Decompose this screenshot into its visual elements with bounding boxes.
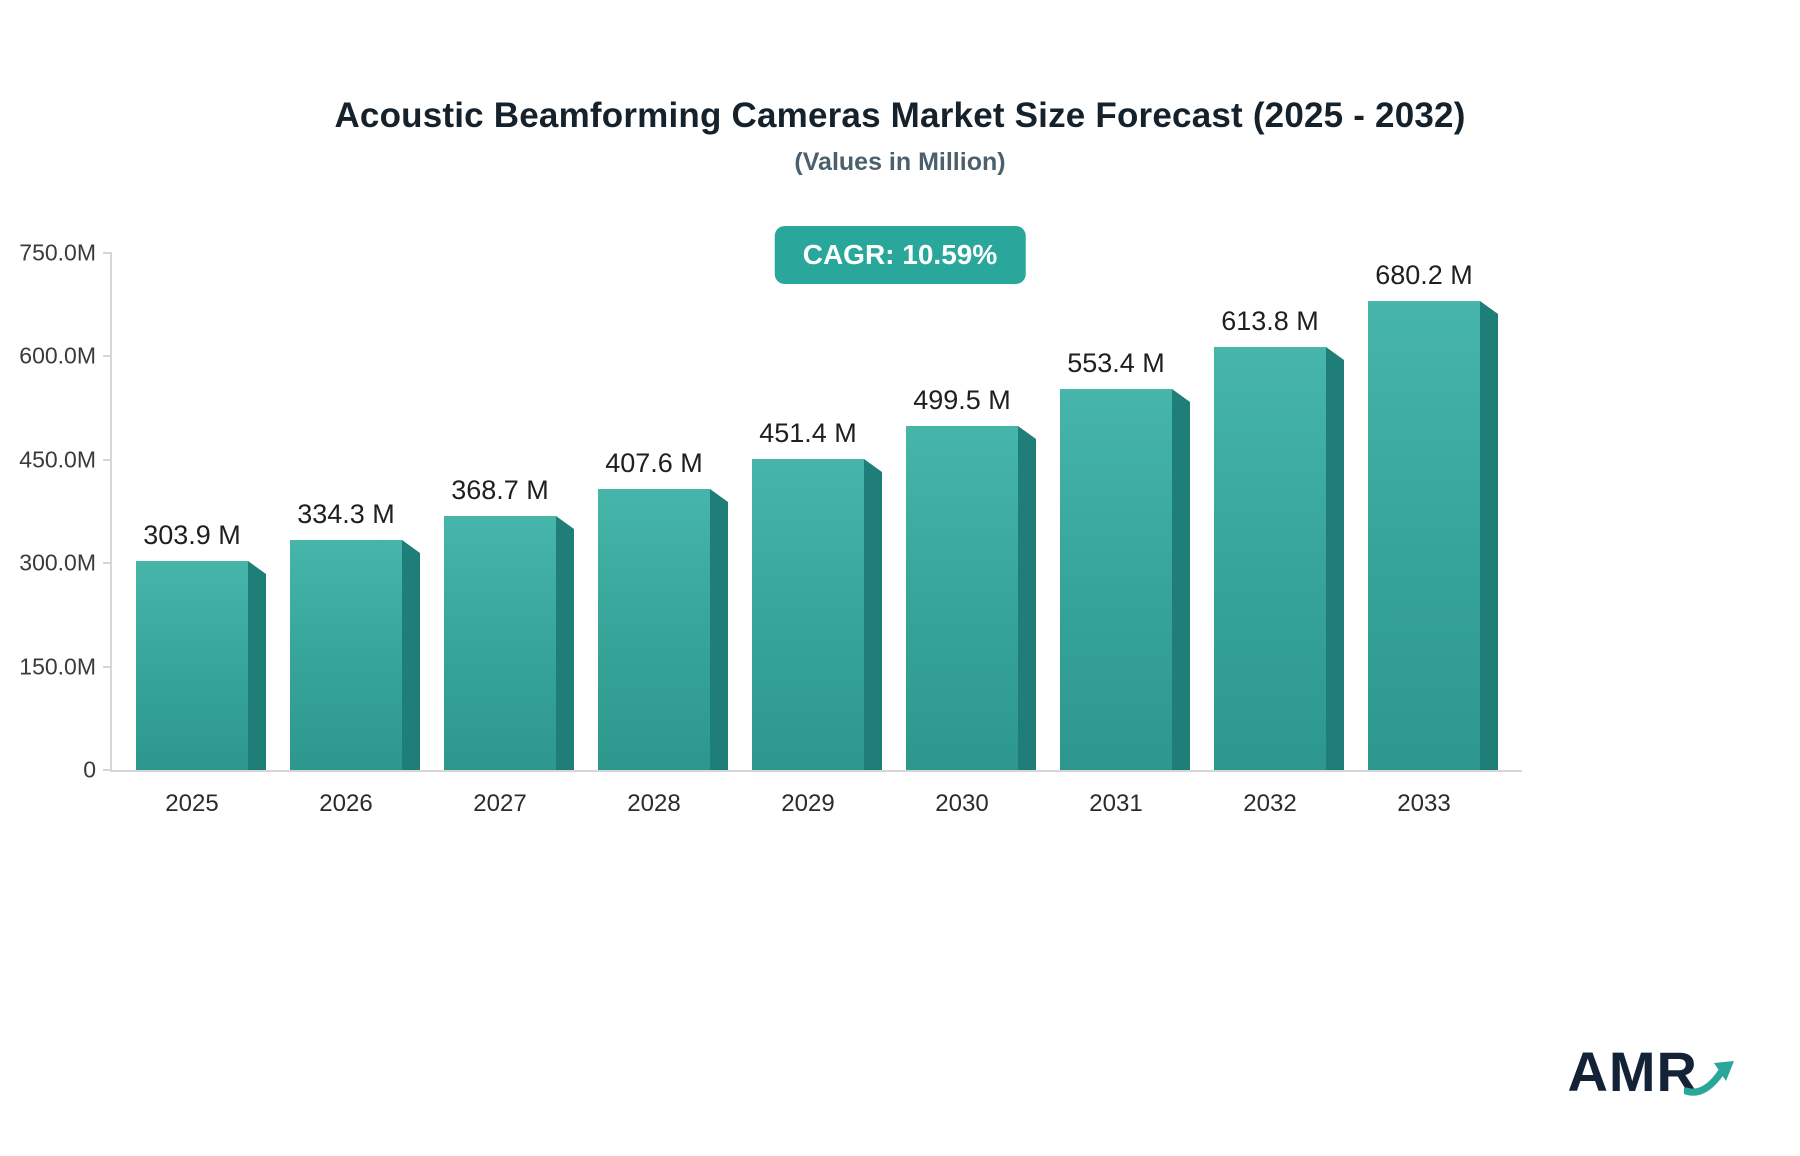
bar-column: 613.8 M 2032 (1214, 306, 1344, 817)
bar-face (136, 561, 248, 770)
y-axis-tick-label: 750.0M (19, 239, 96, 266)
bar-value-label: 334.3 M (297, 499, 395, 529)
bars-container: 303.9 M 2025 334.3 M 2026 368.7 M 2027 407.6 M… (112, 253, 1522, 817)
x-axis-year-label: 2032 (1243, 790, 1297, 817)
x-axis-year-label: 2033 (1397, 790, 1451, 817)
bar (1214, 347, 1344, 770)
bar-value-label: 451.4 M (759, 418, 857, 448)
bar-side (248, 561, 266, 770)
bar-column: 303.9 M 2025 (136, 520, 266, 817)
bar-face (290, 540, 402, 770)
x-axis-year-label: 2025 (165, 790, 219, 817)
bar (598, 489, 728, 770)
bar (1368, 301, 1498, 770)
bar-face (444, 516, 556, 770)
chart-title: Acoustic Beamforming Cameras Market Size… (334, 96, 1466, 135)
bar (136, 561, 266, 770)
bar-value-label: 499.5 M (913, 385, 1011, 415)
amr-logo-text: AMR (1567, 1040, 1698, 1103)
bar-side (556, 516, 574, 770)
x-axis-year-label: 2031 (1089, 790, 1143, 817)
bar-side (864, 459, 882, 770)
y-axis-tick-mark (103, 252, 112, 254)
chart-subtitle: (Values in Million) (794, 148, 1006, 176)
amr-logo: AMR (1567, 1039, 1738, 1104)
bar-side (402, 540, 420, 770)
bar-value-label: 368.7 M (451, 475, 549, 505)
y-axis-tick-label: 150.0M (19, 653, 96, 680)
y-axis-tick-label: 600.0M (19, 342, 96, 369)
bar-side (1172, 389, 1190, 770)
bar-side (1018, 426, 1036, 770)
bar-value-label: 613.8 M (1221, 306, 1319, 336)
bar-side (710, 489, 728, 770)
bar-face (1214, 347, 1326, 770)
bar-column: 407.6 M 2028 (598, 448, 728, 817)
y-axis-tick-label: 300.0M (19, 549, 96, 576)
bar (444, 516, 574, 770)
y-axis-tick-mark (103, 355, 112, 358)
plot-area: 750.0M 600.0M 450.0M 300.0M 150.0M 0 303.9 M 2… (19, 240, 1522, 817)
bar (1060, 389, 1190, 770)
bar-face (752, 459, 864, 770)
y-axis-tick-mark (103, 769, 112, 771)
bar-side (1326, 347, 1344, 770)
x-axis-year-label: 2030 (935, 790, 989, 817)
x-axis-year-label: 2029 (781, 790, 835, 817)
bar-column: 553.4 M 2031 (1060, 348, 1190, 817)
bar-value-label: 303.9 M (143, 520, 241, 550)
bar (752, 459, 882, 770)
x-axis-year-label: 2027 (473, 790, 527, 817)
bar-column: 451.4 M 2029 (752, 418, 882, 817)
bar-side (1480, 301, 1498, 770)
bar-column: 499.5 M 2030 (906, 385, 1036, 817)
bar-face (1368, 301, 1480, 770)
y-axis-tick-mark (103, 562, 112, 565)
x-axis-year-label: 2026 (319, 790, 373, 817)
x-axis-year-label: 2028 (627, 790, 681, 817)
bar-value-label: 553.4 M (1067, 348, 1165, 378)
bar-column: 680.2 M 2033 (1368, 260, 1498, 817)
y-axis-tick-label: 0 (83, 756, 96, 783)
bar (290, 540, 420, 770)
bar-face (598, 489, 710, 770)
bar-column: 334.3 M 2026 (290, 499, 420, 817)
bar-column: 368.7 M 2027 (444, 475, 574, 817)
bar-face (906, 426, 1018, 770)
y-axis-tick-mark (103, 665, 112, 668)
bar-value-label: 407.6 M (605, 448, 703, 478)
bar-value-label: 680.2 M (1375, 260, 1473, 290)
y-axis-tick-label: 450.0M (19, 446, 96, 473)
growth-arrow-icon (1684, 1060, 1734, 1096)
y-axis-tick-mark (103, 458, 112, 461)
bar-face (1060, 389, 1172, 770)
cagr-badge: CAGR: 10.59% (774, 226, 1026, 284)
bar (906, 426, 1036, 770)
